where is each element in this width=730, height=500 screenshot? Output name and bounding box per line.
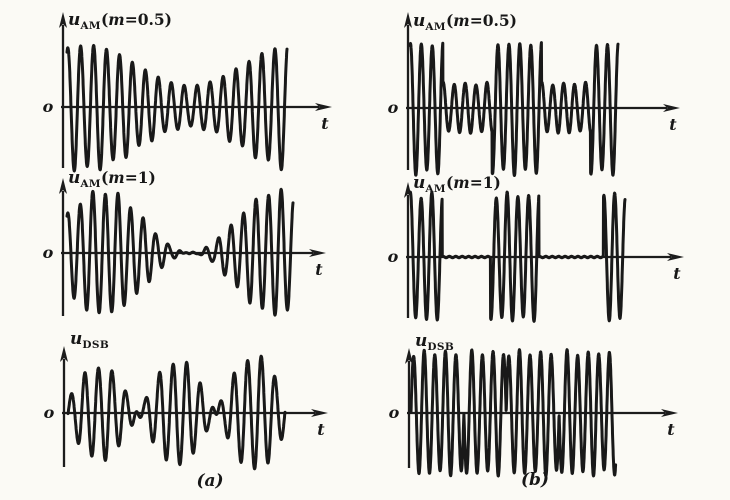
origin-label: o [388, 98, 399, 117]
t-axis-label: t [669, 115, 677, 134]
u-symbol: u [413, 173, 426, 193]
plot-am-m05-square: o t [388, 12, 680, 177]
t-axis-label: t [315, 260, 323, 279]
m-argument: (m=1) [100, 168, 156, 187]
origin-label: o [389, 403, 400, 422]
plot-title-b2: uAM(m=1) [413, 175, 501, 195]
u-symbol: u [415, 331, 428, 351]
u-symbol: u [68, 168, 81, 188]
u-symbol: u [413, 11, 426, 31]
m-argument: (m=1) [445, 173, 501, 192]
y-axis-arrow-icon [60, 346, 68, 362]
m-argument: (m=0.5) [445, 11, 517, 30]
origin-label: o [44, 403, 55, 422]
plot-dsb-square: o t [389, 348, 678, 478]
plot-title-b3: uDSB [415, 333, 454, 353]
plot-am-m05-sine: o t [43, 12, 332, 173]
y-axis-arrow-icon [404, 12, 412, 28]
t-axis-label: t [321, 114, 329, 133]
u-subscript: AM [425, 183, 446, 195]
waveform-trace [408, 41, 620, 177]
t-axis-label: t [667, 420, 675, 439]
plot-title-a2: uAM(m=1) [68, 170, 156, 190]
y-axis-arrow-icon [59, 12, 67, 28]
plot-title-b1: uAM(m=0.5) [413, 13, 517, 33]
x-axis-arrow-icon [311, 409, 328, 417]
plot-title-a1: uAM(m=0.5) [68, 12, 172, 32]
origin-label: o [388, 247, 399, 266]
u-subscript: DSB [82, 339, 110, 351]
x-axis-arrow-icon [661, 409, 678, 417]
u-symbol: u [68, 10, 81, 30]
plot-title-a3: uDSB [70, 331, 109, 351]
plot-am-m1-sine: o t [43, 178, 326, 317]
x-axis-arrow-icon [315, 103, 332, 111]
x-axis-arrow-icon [667, 253, 684, 261]
u-subscript: AM [80, 178, 101, 190]
caption-column-a: (a) [196, 471, 224, 491]
y-axis-arrow-icon [59, 178, 67, 194]
u-subscript: DSB [427, 341, 455, 353]
plot-am-m1-square: o t [388, 182, 684, 323]
waveform-trace [65, 187, 295, 317]
x-axis-arrow-icon [663, 104, 680, 112]
waveform-trace [65, 44, 289, 173]
t-axis-label: t [317, 420, 325, 439]
origin-label: o [43, 97, 54, 116]
waveform-trace [408, 190, 627, 323]
u-subscript: AM [425, 21, 446, 33]
waveform-trace [409, 348, 618, 478]
u-symbol: u [70, 329, 83, 349]
y-axis-arrow-icon [405, 348, 413, 364]
plot-dsb-sine: o t [44, 346, 328, 471]
waveform-trace [66, 354, 287, 471]
u-subscript: AM [80, 20, 101, 32]
x-axis-arrow-icon [309, 249, 326, 257]
caption-column-b: (b) [521, 470, 549, 490]
m-argument: (m=0.5) [100, 10, 172, 29]
t-axis-label: t [673, 264, 681, 283]
origin-label: o [43, 243, 54, 262]
